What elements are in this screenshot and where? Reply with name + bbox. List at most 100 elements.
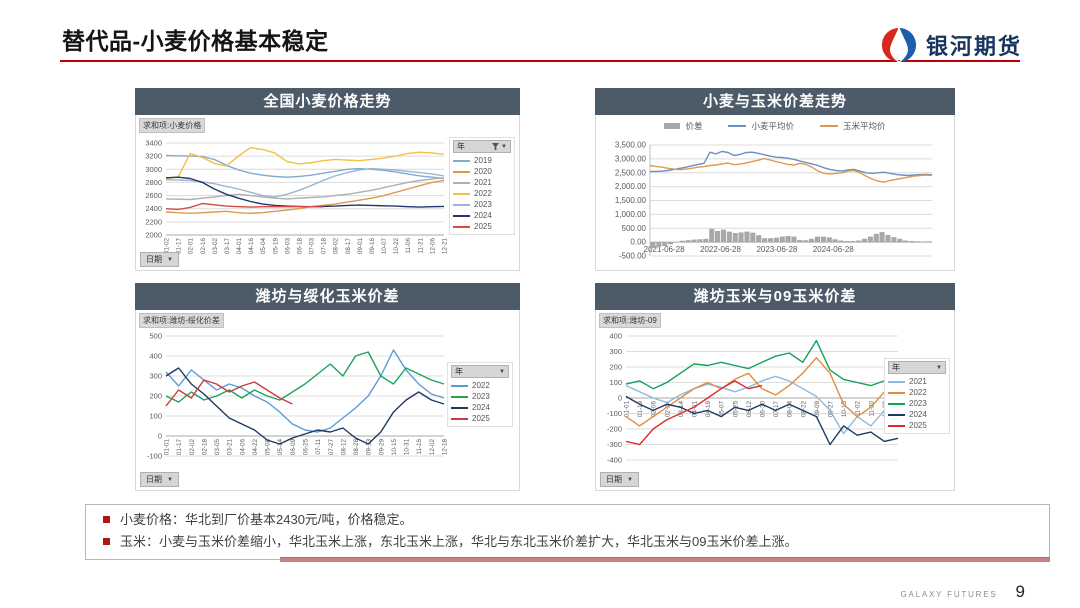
svg-text:0: 0	[618, 394, 622, 403]
bullet-icon	[103, 538, 110, 545]
svg-text:10-07: 10-07	[381, 238, 388, 255]
svg-text:08-28: 08-28	[353, 439, 360, 456]
svg-text:09-29: 09-29	[378, 439, 385, 456]
weifang-09-spread-chart: 400 300 200 100 0 -100 -200 -300 -400 01-01 01-19 0…	[607, 332, 903, 465]
svg-text:-200: -200	[607, 425, 622, 434]
pivot-field-label: 求和项:潍坊-09	[599, 313, 661, 328]
svg-text:04-22: 04-22	[252, 439, 259, 456]
svg-text:3400: 3400	[145, 139, 162, 148]
summary-notes: 小麦价格：华北到厂价基本2430元/吨，价格稳定。 玉米：小麦与玉米价差缩小，华…	[85, 504, 1050, 560]
wheat-corn-spread-chart: 3,500.00 3,000.00 2,500.00 2,000.00 1,500.00…	[615, 141, 933, 261]
svg-text:2,500.00: 2,500.00	[615, 168, 647, 177]
note-corn: 玉米：小麦与玉米价差缩小，华北玉米上涨，东北玉米上涨，华北与东北玉米价差扩大，华…	[86, 534, 1049, 549]
svg-text:09-09: 09-09	[814, 401, 821, 418]
svg-text:100: 100	[149, 412, 162, 421]
svg-text:2024-06-28: 2024-06-28	[813, 245, 854, 254]
legend-item: 2024	[888, 409, 946, 420]
legend-item: 2022	[451, 380, 509, 391]
date-filter-dropdown[interactable]: 日期 ▼	[600, 472, 639, 487]
chevron-down-icon: ▼	[167, 256, 173, 263]
legend-items: 2022 2023 2024 2025	[451, 380, 509, 424]
svg-text:06-09: 06-09	[290, 439, 297, 456]
svg-text:04-06: 04-06	[239, 439, 246, 456]
panel-wheat-corn-spread: 小麦与玉米价差走势 价差 小麦平均价 玉米平均价 3,500.00 3,000.00 2…	[595, 88, 955, 271]
legend-item: 价差	[664, 120, 702, 132]
svg-text:-300: -300	[607, 440, 622, 449]
bullet-icon	[103, 516, 110, 523]
svg-text:2800: 2800	[145, 178, 162, 187]
svg-text:2600: 2600	[145, 191, 162, 200]
svg-text:09-01: 09-01	[357, 238, 364, 255]
legend-item: 2021	[453, 177, 511, 188]
svg-text:08-22: 08-22	[800, 401, 807, 418]
svg-text:400: 400	[609, 332, 622, 341]
legend-item: 2020	[453, 166, 511, 177]
year-filter-dropdown[interactable]: 年 ▼	[888, 361, 946, 374]
chart-title: 全国小麦价格走势	[135, 88, 520, 115]
svg-text:03-14: 03-14	[678, 401, 685, 418]
svg-text:08-12: 08-12	[340, 439, 347, 456]
svg-text:07-18: 07-18	[321, 238, 328, 255]
legend-item: 2023	[451, 391, 509, 402]
legend-item: 2022	[453, 188, 511, 199]
svg-text:-100: -100	[147, 452, 162, 461]
footer: GALAXY FUTURES 9	[900, 582, 1025, 602]
page-number: 9	[1015, 582, 1025, 601]
svg-text:500.00: 500.00	[622, 224, 647, 233]
svg-text:05-19: 05-19	[272, 238, 279, 255]
title-underline	[60, 60, 1020, 62]
legend-items: 2019 2020 2021 2022 2023 2024 2025	[453, 155, 511, 232]
svg-text:09-27: 09-27	[828, 401, 835, 418]
legend-item: 2025	[453, 221, 511, 232]
svg-text:400: 400	[149, 352, 162, 361]
svg-text:03-02: 03-02	[212, 238, 219, 255]
legend-item: 2025	[451, 413, 509, 424]
svg-text:05-08: 05-08	[265, 439, 272, 456]
svg-text:10-22: 10-22	[393, 238, 400, 255]
svg-text:10-15: 10-15	[841, 401, 848, 418]
chart-title: 潍坊与绥化玉米价差	[135, 283, 520, 310]
pivot-field-label: 求和项:潍坊-绥化价差	[139, 313, 224, 328]
svg-text:01-17: 01-17	[176, 439, 183, 456]
galaxy-logo-icon	[881, 26, 917, 63]
svg-text:11-16: 11-16	[416, 439, 423, 455]
legend-items: 2021 2022 2023 2024 2025	[888, 376, 946, 431]
svg-text:2200: 2200	[145, 217, 162, 226]
legend-item: 2024	[453, 210, 511, 221]
svg-text:07-27: 07-27	[328, 439, 335, 456]
svg-text:300: 300	[149, 372, 162, 381]
year-filter-dropdown[interactable]: 年 ▼	[453, 140, 511, 153]
svg-text:08-02: 08-02	[333, 238, 340, 255]
svg-text:2022-06-28: 2022-06-28	[700, 245, 741, 254]
chart-title: 小麦与玉米价差走势	[595, 88, 955, 115]
svg-text:01-02: 01-02	[164, 238, 171, 255]
svg-text:2021-06-28: 2021-06-28	[644, 245, 685, 254]
svg-text:08-17: 08-17	[345, 238, 352, 255]
svg-text:11-20: 11-20	[868, 401, 875, 417]
svg-text:04-01: 04-01	[692, 401, 699, 418]
svg-text:3000: 3000	[145, 165, 162, 174]
svg-text:01-19: 01-19	[637, 401, 644, 418]
svg-text:2400: 2400	[145, 204, 162, 213]
svg-text:2023-06-28: 2023-06-28	[756, 245, 797, 254]
note-wheat: 小麦价格：华北到厂价基本2430元/吨，价格稳定。	[86, 512, 1049, 527]
svg-text:1,500.00: 1,500.00	[615, 196, 647, 205]
svg-text:03-21: 03-21	[227, 439, 234, 456]
svg-text:07-17: 07-17	[773, 401, 780, 418]
legend-item: 小麦平均价	[728, 120, 794, 132]
chart-legend: 年 ▼ 2019 2020 2021 2022 2023 2024 2025	[449, 137, 515, 235]
date-filter-dropdown[interactable]: 日期 ▼	[140, 472, 179, 487]
note-text: 玉米：小麦与玉米价差缩小，华北玉米上涨，东北玉米上涨，华北与东北玉米价差扩大，华…	[120, 534, 798, 549]
date-filter-dropdown[interactable]: 日期 ▼	[140, 252, 179, 267]
chart-legend: 年 ▼ 2021 2022 2023 2024 2025	[884, 358, 950, 434]
svg-text:3,000.00: 3,000.00	[615, 154, 647, 163]
svg-text:12-02: 12-02	[429, 439, 436, 456]
svg-text:05-04: 05-04	[260, 238, 267, 255]
svg-text:06-25: 06-25	[303, 439, 310, 456]
year-filter-dropdown[interactable]: 年 ▼	[451, 365, 509, 378]
svg-text:11-21: 11-21	[417, 238, 424, 254]
chevron-down-icon: ▼	[936, 364, 942, 371]
